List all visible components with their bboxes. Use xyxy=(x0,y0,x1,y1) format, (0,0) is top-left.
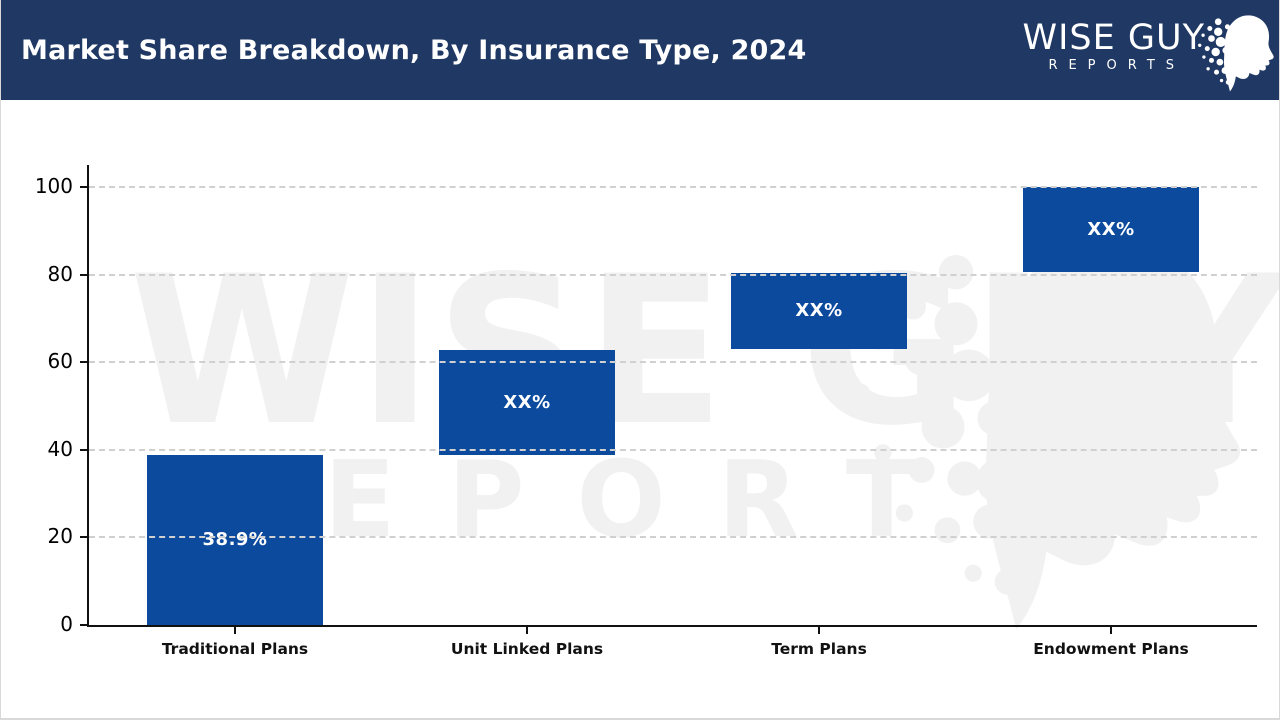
bar: 38.9% xyxy=(147,454,323,625)
x-category-label: Term Plans xyxy=(771,640,867,658)
y-tick-label: 80 xyxy=(47,261,73,286)
page-title: Market Share Breakdown, By Insurance Typ… xyxy=(21,34,807,66)
x-tick-mark xyxy=(526,627,528,634)
bar: XX% xyxy=(439,349,615,455)
wise-guy-logo: WISE GUY REPORTS xyxy=(1022,6,1274,94)
bar: XX% xyxy=(731,272,907,350)
face-profile-icon xyxy=(1198,15,1274,92)
y-tick-label: 100 xyxy=(34,174,73,198)
bar-label: 38.9% xyxy=(202,529,268,551)
y-tick-label: 0 xyxy=(60,612,73,636)
y-tick-mark xyxy=(80,448,89,451)
bar-label: XX% xyxy=(503,391,551,413)
gridline xyxy=(89,536,1257,539)
bar-label: XX% xyxy=(1087,219,1135,241)
x-tick-mark xyxy=(234,627,236,634)
gridline xyxy=(89,273,1257,276)
y-tick-mark xyxy=(80,624,89,626)
bar-label: XX% xyxy=(795,300,843,322)
x-axis-spine xyxy=(87,625,1257,627)
gridline xyxy=(89,186,1257,188)
logo-wordmark: WISE GUY REPORTS xyxy=(1022,20,1205,73)
gridline xyxy=(89,361,1257,364)
x-category-label: Endowment Plans xyxy=(1033,640,1189,658)
y-tick-mark xyxy=(80,273,89,276)
gridline xyxy=(89,448,1257,451)
x-category-label: Traditional Plans xyxy=(161,640,309,658)
y-axis-spine xyxy=(87,165,89,627)
y-tick-label: 20 xyxy=(47,524,73,549)
footer-border xyxy=(1,718,1279,720)
y-tick-mark xyxy=(80,536,89,539)
y-tick-mark xyxy=(80,361,89,364)
y-tick-label: 40 xyxy=(47,436,73,461)
x-category-label: Unit Linked Plans xyxy=(450,640,604,658)
y-tick-label: 60 xyxy=(47,349,73,374)
logo-wordmark-line1: WISE GUY xyxy=(1022,18,1205,58)
x-tick-mark xyxy=(818,627,820,634)
y-tick-mark xyxy=(80,186,89,188)
x-tick-mark xyxy=(1110,627,1112,634)
header-bar: Market Share Breakdown, By Insurance Typ… xyxy=(1,0,1279,100)
bar: XX% xyxy=(1023,187,1199,273)
logo-wordmark-line2: REPORTS xyxy=(1048,58,1186,73)
